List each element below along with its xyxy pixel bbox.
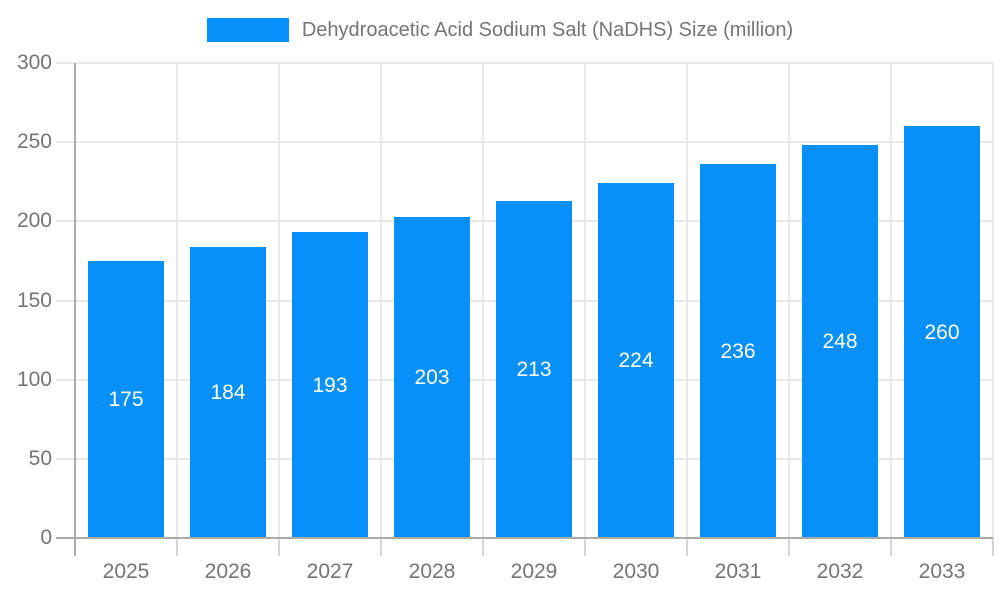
x-axis-label: 2025: [102, 560, 150, 583]
bar-2031[interactable]: 236: [700, 164, 776, 538]
x-axis-tick: [890, 538, 892, 556]
y-axis-tick: [56, 300, 75, 302]
x-gridline: [686, 63, 688, 538]
y-axis-tick: [56, 458, 75, 460]
legend-item[interactable]: Dehydroacetic Acid Sodium Salt (NaDHS) S…: [0, 17, 1000, 43]
bar-value-label: 224: [618, 349, 654, 372]
bar-value-label: 248: [822, 330, 858, 353]
x-axis-tick: [788, 538, 790, 556]
x-gridline: [788, 63, 790, 538]
y-axis-label: 300: [16, 51, 52, 74]
y-gridline: [75, 141, 993, 143]
x-axis-tick: [278, 538, 280, 556]
x-gridline: [584, 63, 586, 538]
x-axis-label: 2028: [408, 560, 456, 583]
y-axis-label: 50: [28, 447, 52, 470]
x-axis-label: 2029: [510, 560, 558, 583]
y-axis-tick: [56, 379, 75, 381]
bar-value-label: 184: [210, 381, 246, 404]
y-axis-tick: [56, 220, 75, 222]
bar-value-label: 260: [924, 320, 960, 344]
y-axis-tick: [56, 62, 75, 64]
x-axis-label: 2032: [816, 560, 864, 583]
y-axis-label: 200: [16, 209, 52, 232]
x-axis-tick: [380, 538, 382, 556]
x-gridline: [278, 63, 280, 538]
x-gridline: [482, 63, 484, 538]
bar-2033[interactable]: 260: [904, 126, 980, 538]
bar-2029[interactable]: 213: [496, 201, 572, 538]
y-gridline: [75, 62, 993, 64]
bar-2025[interactable]: 175: [88, 261, 164, 538]
x-gridline: [992, 63, 994, 538]
bar-2026[interactable]: 184: [190, 247, 266, 538]
bar-value-label: 203: [414, 366, 450, 389]
y-axis-label: 100: [16, 368, 52, 391]
bar-2032[interactable]: 248: [802, 145, 878, 538]
x-axis-label: 2031: [714, 560, 762, 583]
x-axis-line: [56, 537, 993, 539]
y-axis-label: 150: [16, 289, 52, 312]
legend-swatch: [206, 18, 289, 42]
x-axis-label: 2033: [918, 560, 966, 583]
x-axis-tick: [584, 538, 586, 556]
x-axis-tick: [992, 538, 994, 556]
bar-2030[interactable]: 224: [598, 183, 674, 538]
y-axis-tick: [56, 141, 75, 143]
y-axis-label: 0: [40, 526, 52, 549]
bar-2027[interactable]: 193: [292, 232, 368, 538]
bar-value-label: 175: [108, 388, 144, 411]
legend-label: Dehydroacetic Acid Sodium Salt (NaDHS) S…: [301, 19, 794, 41]
bar-value-label: 213: [516, 358, 552, 381]
y-axis-line: [74, 63, 76, 556]
y-axis-label: 250: [16, 130, 52, 153]
x-axis-tick: [686, 538, 688, 556]
x-axis-tick: [176, 538, 178, 556]
x-axis-label: 2030: [612, 560, 660, 583]
x-axis-label: 2026: [204, 560, 252, 583]
bar-value-label: 193: [312, 373, 348, 397]
x-axis-label: 2027: [306, 560, 354, 583]
x-gridline: [380, 63, 382, 538]
x-axis-tick: [482, 538, 484, 556]
bar-2028[interactable]: 203: [394, 217, 470, 538]
x-gridline: [890, 63, 892, 538]
x-gridline: [176, 63, 178, 538]
bar-value-label: 236: [720, 339, 756, 363]
